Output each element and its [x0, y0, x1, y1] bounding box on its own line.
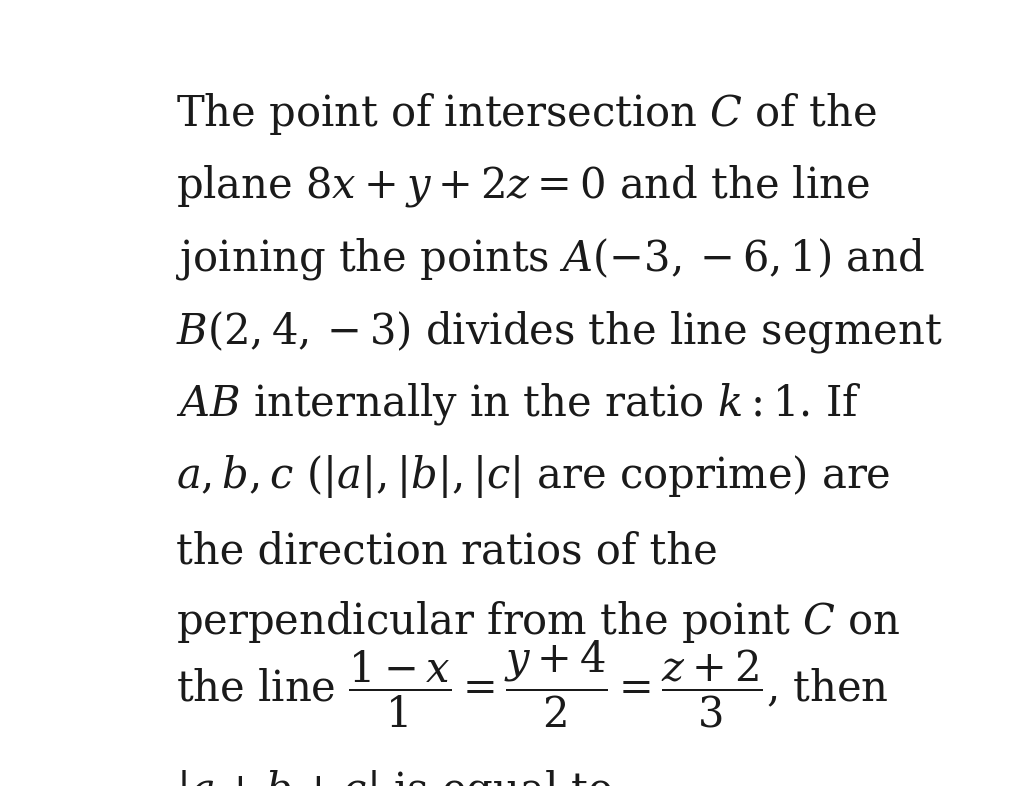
Text: $AB$ internally in the ratio $k : 1$. If: $AB$ internally in the ratio $k : 1$. If [176, 381, 861, 428]
Text: the direction ratios of the: the direction ratios of the [176, 531, 718, 572]
Text: joining the points $A(-3, -6, 1)$ and: joining the points $A(-3, -6, 1)$ and [176, 236, 925, 282]
Text: .: . [803, 773, 816, 786]
Text: plane $8x + y + 2z = 0$ and the line: plane $8x + y + 2z = 0$ and the line [176, 163, 869, 209]
Text: perpendicular from the point $C$ on: perpendicular from the point $C$ on [176, 599, 900, 645]
Text: $|a + b + c|$ is equal to: $|a + b + c|$ is equal to [176, 768, 612, 786]
Text: The point of intersection $C$ of the: The point of intersection $C$ of the [176, 90, 877, 137]
Text: $a, b, c$ $(|a|, |b|, |c|$ are coprime$)$ are: $a, b, c$ $(|a|, |b|, |c|$ are coprime$)… [176, 453, 890, 500]
Text: $B(2, 4, -3)$ divides the line segment: $B(2, 4, -3)$ divides the line segment [176, 309, 942, 354]
Text: the line $\dfrac{1-x}{1} = \dfrac{y+4}{2} = \dfrac{z+2}{3}$, then: the line $\dfrac{1-x}{1} = \dfrac{y+4}{2… [176, 639, 888, 729]
